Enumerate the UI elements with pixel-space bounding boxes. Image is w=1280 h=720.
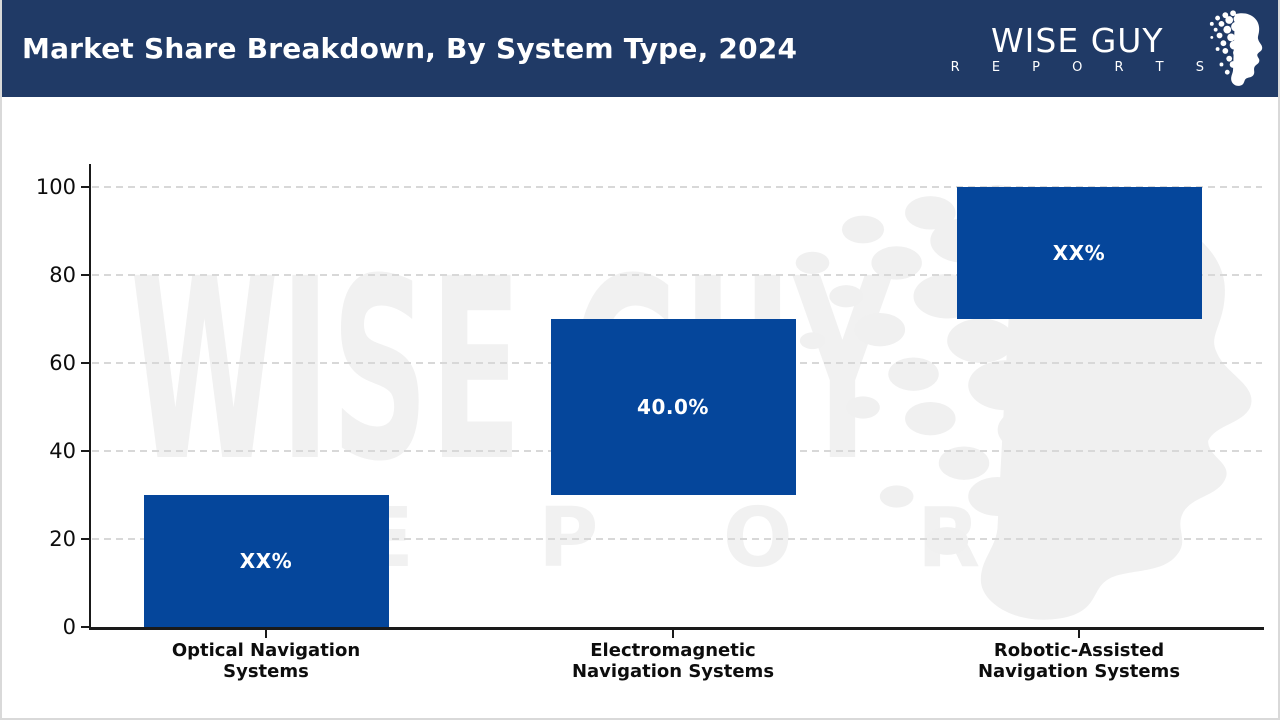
bar-value-label: XX% (1052, 241, 1106, 265)
y-tick-label: 100 (35, 175, 76, 199)
bar-robotic-assisted-navigation-systems: XX% (956, 187, 1202, 319)
y-tick-label: 80 (49, 263, 76, 287)
x-tick-mark (672, 630, 674, 638)
y-axis-spine (89, 164, 91, 630)
page-title: Market Share Breakdown, By System Type, … (22, 32, 798, 65)
x-axis-label-robotic: Robotic-Assisted Navigation Systems (977, 640, 1181, 682)
logo-text: WISE GUY R E P O R T S (951, 24, 1204, 74)
y-tick-label: 20 (49, 527, 76, 551)
y-tick-label: 0 (62, 615, 76, 639)
x-axis-label-electromagnetic: Electromagnetic Navigation Systems (571, 640, 775, 682)
bar-value-label: XX% (239, 549, 293, 573)
x-axis-label-optical: Optical Navigation Systems (171, 640, 361, 682)
bar-optical-navigation-systems: XX% (143, 495, 389, 627)
logo-brand-name: WISE GUY (991, 20, 1164, 60)
y-tick-mark (81, 538, 89, 540)
logo-sub-name: R E P O R T S (950, 59, 1218, 75)
x-tick-mark (1078, 630, 1080, 638)
bar-electromagnetic-navigation-systems: 40.0% (550, 319, 796, 495)
y-tick-mark (81, 450, 89, 452)
y-tick-mark (81, 362, 89, 364)
y-tick-mark (81, 274, 89, 276)
y-tick-mark (81, 186, 89, 188)
bar-value-label: 40.0% (637, 395, 709, 419)
y-tick-mark (81, 626, 89, 628)
gridline (92, 274, 1262, 276)
x-axis-spine (89, 627, 1264, 630)
wise-guy-reports-logo: WISE GUY R E P O R T S (951, 9, 1264, 88)
header-bar: Market Share Breakdown, By System Type, … (2, 0, 1278, 97)
gridline (92, 538, 1262, 540)
gridline (92, 186, 1262, 188)
y-tick-label: 40 (49, 439, 76, 463)
y-tick-label: 60 (49, 351, 76, 375)
dotted-face-icon (1209, 9, 1263, 86)
x-tick-mark (265, 630, 267, 638)
